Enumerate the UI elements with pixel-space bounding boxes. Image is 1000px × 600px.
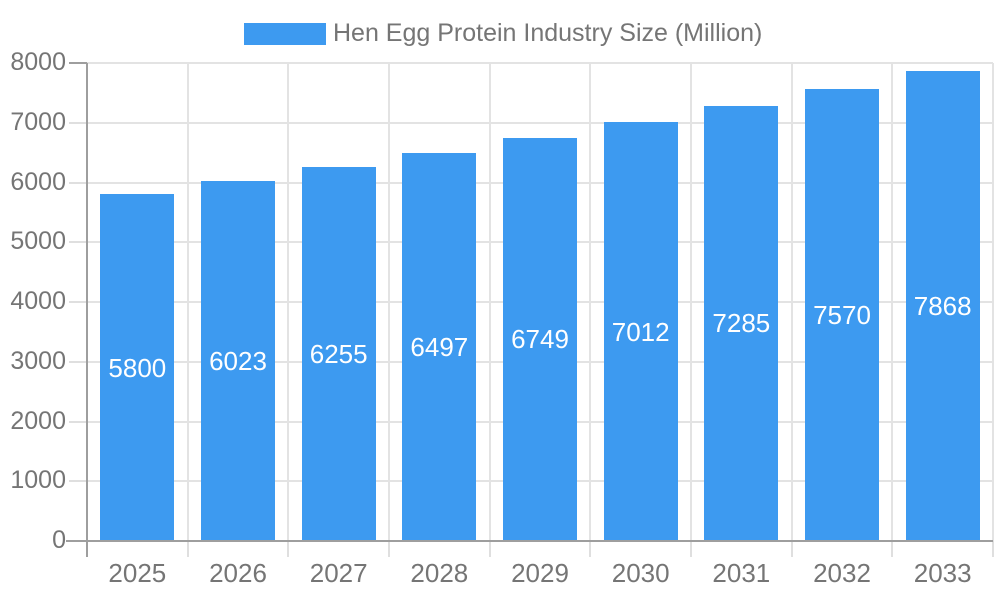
bar (301, 167, 376, 541)
x-tick (388, 541, 390, 557)
y-tick-label: 4000 (10, 287, 66, 315)
x-gridline (992, 63, 994, 541)
bar-value-label: 7570 (813, 299, 871, 330)
x-tick (589, 541, 592, 557)
bar-value-label: 5800 (108, 352, 167, 383)
x-gridline (690, 63, 692, 541)
y-tick-label: 8000 (10, 48, 66, 76)
bar (704, 105, 779, 541)
y-tick-label: 0 (52, 526, 66, 554)
x-axis-line (87, 540, 993, 542)
x-gridline (388, 63, 390, 541)
y-tick (69, 360, 87, 363)
bar-value-label: 6255 (309, 339, 368, 370)
x-tick-label: 2033 (913, 558, 972, 588)
y-tick (69, 121, 87, 124)
y-tick (69, 420, 87, 423)
x-tick-label: 2030 (611, 558, 670, 588)
bar-value-label: 6497 (410, 331, 469, 362)
bar (100, 194, 175, 541)
y-gridline (87, 121, 993, 124)
y-tick (66, 540, 87, 542)
x-tick (790, 541, 793, 557)
bar-value-label: 6749 (511, 324, 569, 355)
y-tick-label: 5000 (10, 227, 66, 256)
x-tick (891, 541, 894, 557)
y-gridline (87, 62, 993, 64)
x-gridline (790, 63, 793, 541)
x-gridline (488, 63, 491, 541)
y-tick-label: 1000 (10, 466, 66, 495)
x-tick (287, 541, 290, 557)
legend-label: Hen Egg Protein Industry Size (Million) (333, 19, 763, 47)
bar (905, 70, 980, 541)
y-axis-line (86, 63, 88, 557)
x-gridline (186, 63, 189, 541)
x-gridline (891, 63, 894, 541)
x-tick-label: 2028 (410, 558, 469, 588)
x-gridline (589, 63, 592, 541)
bar-value-label: 7285 (712, 308, 771, 339)
y-tick-label: 2000 (10, 406, 66, 435)
y-tick (69, 241, 87, 244)
x-tick-label: 2026 (209, 558, 267, 588)
y-tick-label: 3000 (10, 346, 66, 375)
x-tick (488, 541, 491, 557)
y-tick (69, 62, 87, 64)
y-tick (69, 301, 87, 303)
x-gridline (287, 63, 290, 541)
y-tick (69, 181, 87, 184)
x-tick (992, 541, 994, 557)
legend: Hen Egg Protein Industry Size (Million) (244, 21, 762, 46)
bar-value-label: 7868 (913, 290, 972, 321)
bar (805, 88, 879, 541)
bar (503, 137, 577, 541)
x-tick-label: 2025 (108, 558, 167, 588)
x-tick (690, 541, 692, 557)
x-tick-label: 2032 (813, 558, 871, 588)
legend-swatch (244, 22, 326, 45)
bar (201, 181, 275, 541)
x-tick-label: 2029 (511, 558, 569, 588)
bar-value-label: 7012 (611, 316, 670, 347)
bar (402, 152, 477, 541)
y-tick-label: 6000 (10, 167, 66, 196)
y-tick-label: 7000 (10, 107, 66, 136)
y-tick (69, 480, 87, 483)
x-tick-label: 2027 (309, 558, 368, 588)
x-tick-label: 2031 (712, 558, 771, 588)
x-tick (186, 541, 189, 557)
bar-value-label: 6023 (209, 346, 267, 377)
bar (603, 122, 678, 541)
